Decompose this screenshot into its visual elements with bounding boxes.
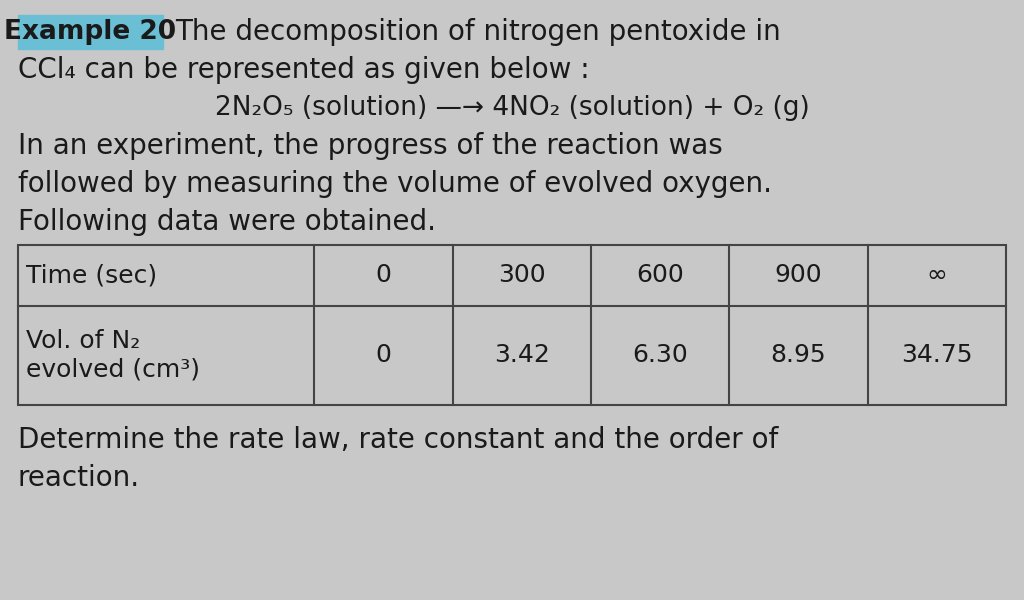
Text: The decomposition of nitrogen pentoxide in: The decomposition of nitrogen pentoxide …: [175, 18, 780, 46]
Text: Following data were obtained.: Following data were obtained.: [18, 208, 436, 236]
Text: ∞: ∞: [927, 263, 947, 287]
Text: 8.95: 8.95: [771, 343, 826, 367]
Text: 2N₂O₅ (solution) —→ 4NO₂ (solution) + O₂ (g): 2N₂O₅ (solution) —→ 4NO₂ (solution) + O₂…: [215, 95, 809, 121]
Bar: [18, 15, 163, 49]
Text: Vol. of N₂: Vol. of N₂: [26, 329, 140, 353]
Text: 3.42: 3.42: [494, 343, 550, 367]
Text: Time (sec): Time (sec): [26, 263, 157, 287]
Text: reaction.: reaction.: [18, 464, 140, 492]
Text: 600: 600: [636, 263, 684, 287]
Bar: [18, 245, 1006, 405]
Text: CCl₄ can be represented as given below :: CCl₄ can be represented as given below :: [18, 56, 590, 84]
Text: 34.75: 34.75: [901, 343, 973, 367]
Text: Determine the rate law, rate constant and the order of: Determine the rate law, rate constant an…: [18, 426, 778, 454]
Text: 0: 0: [376, 263, 391, 287]
Text: 0: 0: [376, 343, 391, 367]
Text: 900: 900: [775, 263, 822, 287]
Text: evolved (cm³): evolved (cm³): [26, 358, 200, 382]
Text: followed by measuring the volume of evolved oxygen.: followed by measuring the volume of evol…: [18, 170, 772, 198]
Text: In an experiment, the progress of the reaction was: In an experiment, the progress of the re…: [18, 132, 723, 160]
Text: 300: 300: [498, 263, 546, 287]
Text: Example 20: Example 20: [4, 19, 176, 45]
Text: 6.30: 6.30: [633, 343, 688, 367]
